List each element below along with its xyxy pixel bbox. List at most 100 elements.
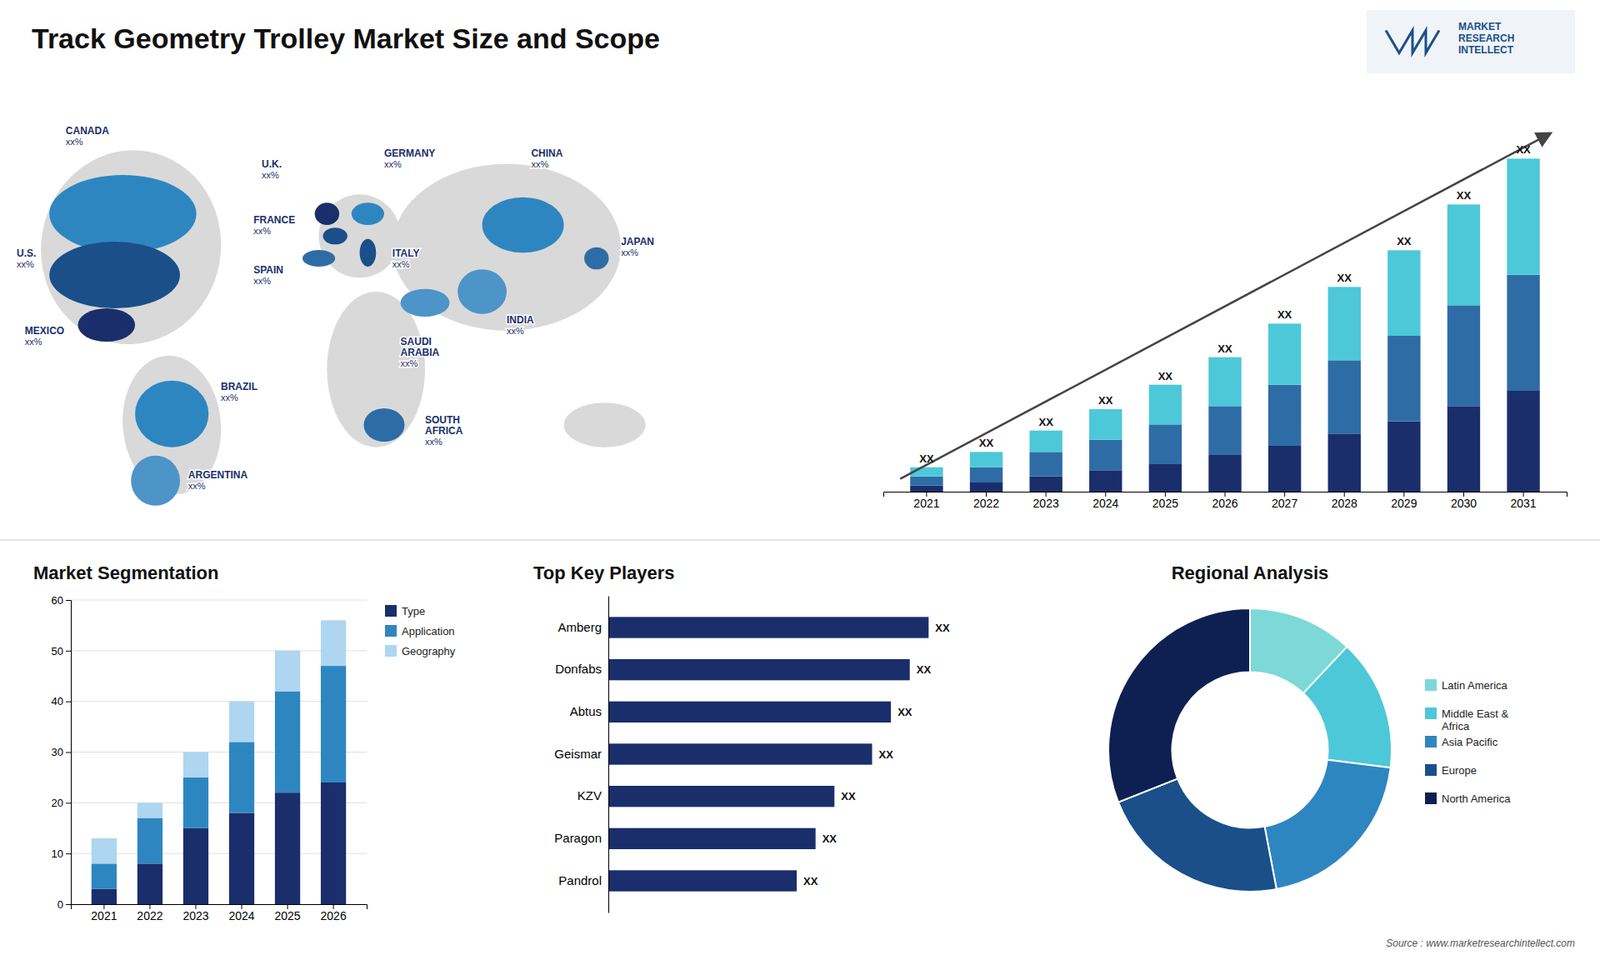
tick-label: 60 xyxy=(51,594,64,607)
annotation: XX xyxy=(1456,189,1472,202)
annotation: XX xyxy=(822,832,838,845)
legend-label: Middle East &Africa xyxy=(1441,707,1510,733)
bar xyxy=(1029,430,1062,453)
tick-label: 2025 xyxy=(1152,496,1179,510)
bar xyxy=(320,620,346,666)
annotation: XX xyxy=(840,790,856,803)
continent xyxy=(392,164,621,331)
legend-label: North America xyxy=(1441,792,1511,805)
bar xyxy=(229,741,255,813)
country-value-label: xx% xyxy=(220,392,239,403)
bar xyxy=(137,863,163,905)
tick: 40 xyxy=(51,695,71,708)
tick-label: Amberg xyxy=(557,620,602,635)
country xyxy=(315,202,340,225)
legend-swatch xyxy=(1425,707,1437,720)
bar xyxy=(229,813,255,905)
country xyxy=(49,241,180,309)
annotation: XX xyxy=(879,748,895,761)
tick: 2029 xyxy=(1390,491,1417,510)
tick: Amberg xyxy=(557,620,609,635)
bar xyxy=(608,701,891,723)
bar xyxy=(608,659,910,680)
legend-label: Type xyxy=(401,605,425,618)
continent xyxy=(564,402,646,447)
country-value-label: xx% xyxy=(25,336,43,347)
bar xyxy=(1089,440,1122,471)
bar xyxy=(1208,357,1241,407)
tick-mark xyxy=(65,701,71,703)
tick: Paragon xyxy=(554,830,609,845)
logo-mark xyxy=(1385,30,1440,53)
country-value-label: xx% xyxy=(530,159,549,170)
legend-swatch xyxy=(1425,735,1437,748)
bar xyxy=(91,889,117,905)
axis-line xyxy=(608,596,610,914)
tick-label: 2024 xyxy=(1092,496,1119,510)
bar xyxy=(608,828,816,850)
tick: 30 xyxy=(51,745,71,759)
country xyxy=(584,247,609,270)
annotation: XX xyxy=(935,621,950,635)
country-label: INDIA xyxy=(506,314,535,326)
countries xyxy=(49,175,609,506)
bar xyxy=(275,650,300,692)
legend-item: Geography xyxy=(385,645,456,658)
series xyxy=(91,620,346,864)
annotation: XX xyxy=(1277,308,1293,321)
tick-label: 10 xyxy=(51,847,64,860)
legend-item: Latin America xyxy=(1425,679,1509,692)
bar xyxy=(1149,424,1182,465)
legend: Type Application Geography xyxy=(385,605,456,658)
plot xyxy=(910,158,1540,492)
bar xyxy=(1328,433,1361,492)
legend-label: Latin America xyxy=(1441,679,1509,692)
legend-item: Application xyxy=(385,625,455,638)
tick: 2025 xyxy=(274,904,300,923)
country-value-label: xx% xyxy=(425,436,443,447)
plot xyxy=(608,616,929,891)
bar xyxy=(970,482,1003,492)
legend-item: Middle East &Africa xyxy=(1425,707,1510,733)
bar xyxy=(1029,451,1062,476)
annotation: XX xyxy=(1038,415,1054,429)
country xyxy=(130,455,180,506)
tick-label: Donfabs xyxy=(555,661,602,676)
plot xyxy=(91,620,346,905)
tick-mark xyxy=(65,802,71,804)
tick: 2023 xyxy=(182,904,209,923)
country xyxy=(360,239,377,267)
legend-swatch xyxy=(1425,764,1437,776)
bar xyxy=(137,818,163,865)
country-value-label: xx% xyxy=(506,325,525,336)
bar xyxy=(1268,385,1301,446)
country xyxy=(457,269,507,314)
tick: 2024 xyxy=(1092,491,1119,510)
title: Track Geometry Trolley Market Size and S… xyxy=(31,22,660,55)
annotation: XX xyxy=(1396,235,1412,248)
source: Source : www.marketresearchintellect.com xyxy=(1385,937,1575,950)
slice xyxy=(1265,760,1391,890)
tick-label: 30 xyxy=(51,745,64,759)
bar xyxy=(1208,455,1241,492)
country xyxy=(323,227,348,245)
legend-label: Geography xyxy=(401,645,456,658)
country xyxy=(400,289,450,317)
bar xyxy=(275,792,300,905)
annotations: XXXXXXXXXXXXXX xyxy=(803,621,950,888)
bar xyxy=(1328,360,1361,434)
tick: 20 xyxy=(51,796,71,810)
bar xyxy=(608,616,929,638)
bar xyxy=(183,828,209,905)
annotations: XXXXXXXXXXXXXXXXXXXXXX xyxy=(919,143,1531,465)
tick-label: 2026 xyxy=(1211,496,1238,510)
tick: Abtus xyxy=(570,704,609,719)
tick-label: 2022 xyxy=(973,496,1000,510)
annotation: XX xyxy=(979,436,995,450)
annotation: XX xyxy=(1515,143,1531,156)
continents xyxy=(25,135,646,499)
country-label: SPAIN xyxy=(253,264,284,276)
country-label: ITALY xyxy=(392,247,420,260)
annotation: XX xyxy=(919,452,935,465)
country-value-label: xx% xyxy=(65,136,84,147)
